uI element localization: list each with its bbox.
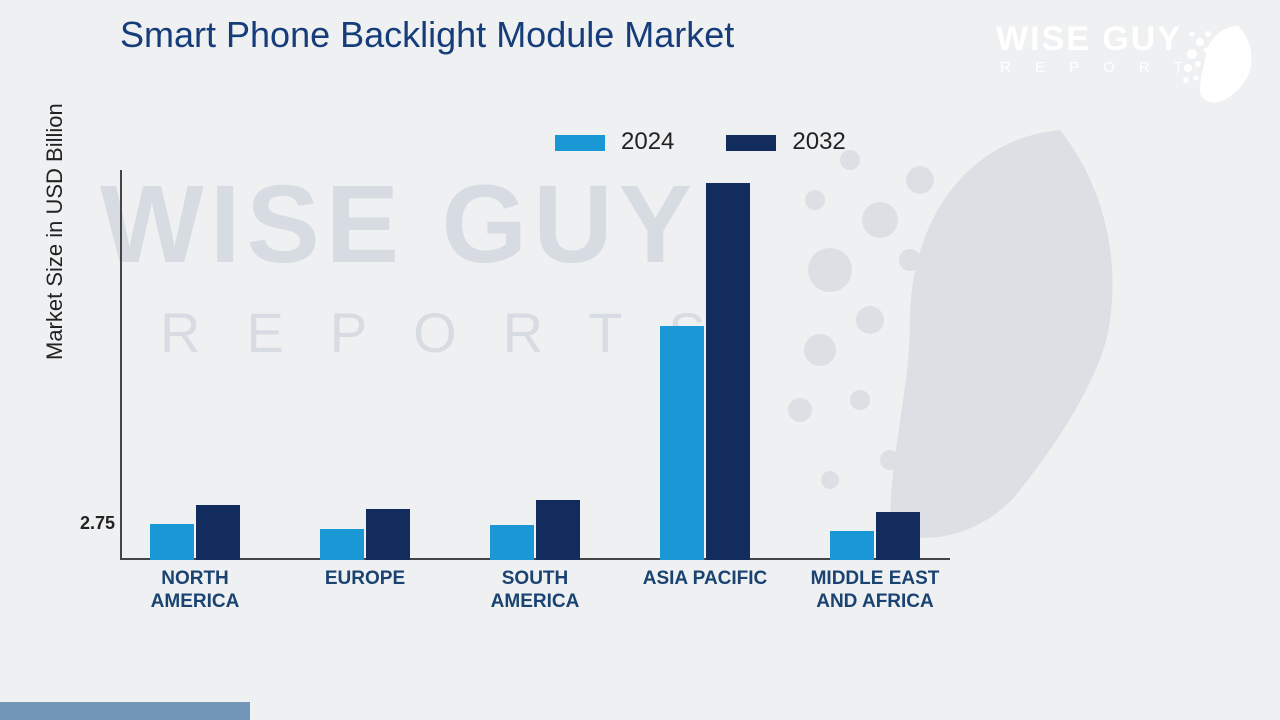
logo-head-icon bbox=[1178, 20, 1258, 105]
y-axis-line bbox=[120, 170, 122, 560]
chart-canvas: WISE GUY REPORTS WISE GUY R E P O R T S … bbox=[0, 0, 1280, 720]
y-tick-label: 2.75 bbox=[80, 513, 115, 534]
bar-2024 bbox=[490, 525, 534, 560]
bar-2032 bbox=[536, 500, 580, 560]
legend: 2024 2032 bbox=[555, 128, 846, 156]
legend-label-a: 2024 bbox=[621, 128, 674, 155]
legend-label-b: 2032 bbox=[792, 128, 845, 155]
legend-swatch-a bbox=[555, 135, 605, 151]
x-axis-labels: NORTH AMERICA EUROPE SOUTH AMERICA ASIA PAC… bbox=[120, 560, 950, 680]
x-tick-label: EUROPE bbox=[300, 568, 430, 591]
legend-item-2024: 2024 bbox=[555, 128, 674, 156]
plot-area: 2.75 bbox=[120, 170, 950, 560]
bar-2024 bbox=[320, 529, 364, 560]
bar-2024 bbox=[830, 531, 874, 560]
x-tick-label: MIDDLE EAST AND AFRICA bbox=[810, 568, 940, 614]
bar-2032 bbox=[196, 505, 240, 560]
bar-2024 bbox=[150, 524, 194, 560]
x-tick-label: SOUTH AMERICA bbox=[470, 568, 600, 614]
base-strip bbox=[0, 702, 250, 720]
x-tick-label: ASIA PACIFIC bbox=[640, 568, 770, 591]
bar-2024 bbox=[660, 326, 704, 560]
bar-2032 bbox=[706, 183, 750, 560]
legend-swatch-b bbox=[726, 135, 776, 151]
bar-2032 bbox=[366, 509, 410, 560]
chart-title: Smart Phone Backlight Module Market bbox=[120, 14, 734, 56]
x-tick-label: NORTH AMERICA bbox=[130, 568, 260, 614]
y-axis-label: Market Size in USD Billion bbox=[42, 103, 68, 360]
logo: WISE GUY R E P O R T S bbox=[996, 20, 1256, 110]
legend-item-2032: 2032 bbox=[726, 128, 845, 156]
bar-2032 bbox=[876, 512, 920, 560]
